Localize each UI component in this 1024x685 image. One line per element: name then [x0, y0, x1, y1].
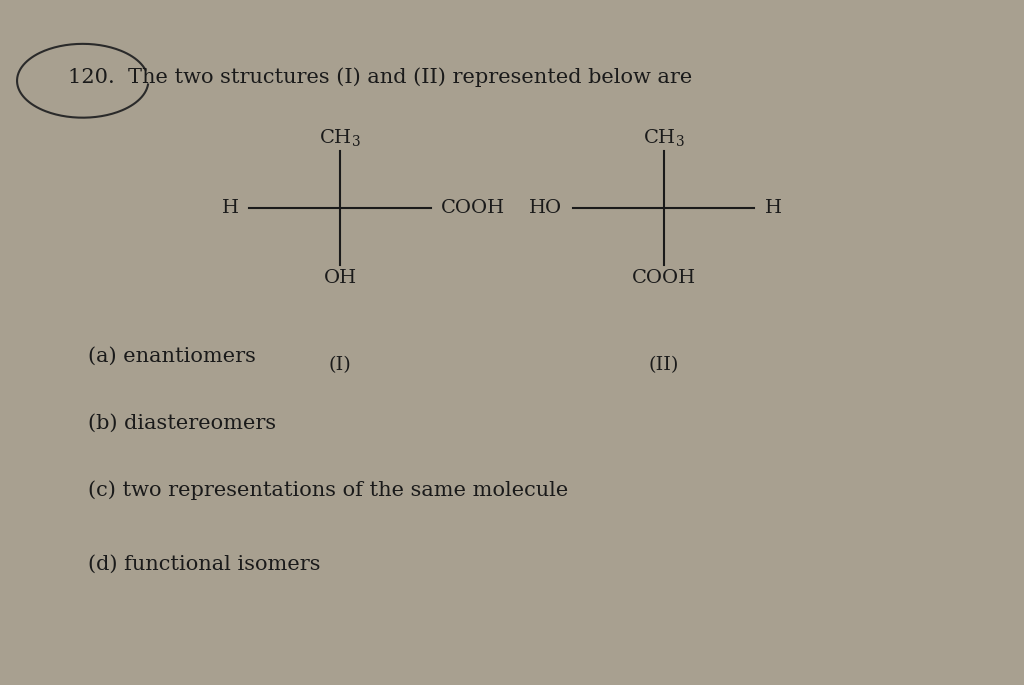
- Text: (d) functional isomers: (d) functional isomers: [88, 554, 321, 573]
- Text: COOH: COOH: [441, 199, 506, 217]
- Text: OH: OH: [324, 269, 356, 287]
- Text: (c) two representations of the same molecule: (c) two representations of the same mole…: [88, 480, 568, 500]
- Text: (b) diastereomers: (b) diastereomers: [88, 414, 275, 432]
- Text: $\mathregular{CH_3}$: $\mathregular{CH_3}$: [319, 127, 361, 148]
- Text: COOH: COOH: [632, 269, 695, 287]
- Text: H: H: [765, 199, 781, 217]
- Text: (I): (I): [329, 356, 351, 374]
- Text: H: H: [222, 199, 240, 217]
- Text: $\mathregular{CH_3}$: $\mathregular{CH_3}$: [643, 127, 684, 148]
- Text: 120.  The two structures (I) and (II) represented below are: 120. The two structures (I) and (II) rep…: [68, 67, 692, 87]
- Text: (a) enantiomers: (a) enantiomers: [88, 347, 256, 365]
- Text: HO: HO: [529, 199, 562, 217]
- Text: (II): (II): [648, 356, 679, 374]
